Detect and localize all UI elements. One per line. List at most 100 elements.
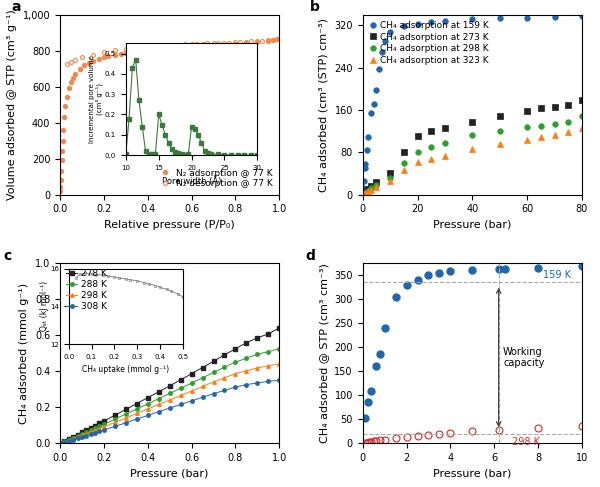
298 K bbox=[177, 393, 184, 398]
308 K bbox=[232, 384, 239, 390]
Line: N₂ desorption @ 77 K: N₂ desorption @ 77 K bbox=[65, 37, 279, 66]
Line: 288 K: 288 K bbox=[58, 347, 281, 445]
CH₄ adsorption at 159 K bbox=[361, 165, 368, 171]
278 K bbox=[144, 394, 151, 400]
288 K bbox=[265, 349, 272, 355]
CH₄ adsorption at 323 K bbox=[373, 185, 380, 190]
N₂ desorption @ 77 K bbox=[63, 61, 70, 67]
N₂ desorption @ 77 K bbox=[193, 41, 200, 47]
N₂ desorption @ 77 K bbox=[188, 41, 195, 47]
298 K bbox=[70, 436, 77, 442]
N₂ adsorption @ 77 K bbox=[199, 43, 206, 49]
CH₄ adsorption at 159 K bbox=[414, 20, 421, 26]
N₂ desorption @ 77 K bbox=[221, 40, 228, 46]
N₂ desorption @ 77 K bbox=[225, 39, 232, 45]
278 K bbox=[254, 335, 261, 341]
X-axis label: Pressure (bar): Pressure (bar) bbox=[433, 220, 512, 230]
CH₄ adsorption at 323 K bbox=[400, 168, 407, 173]
N₂ desorption @ 77 K bbox=[236, 39, 244, 45]
N₂ adsorption @ 77 K bbox=[76, 66, 83, 72]
278 K bbox=[91, 423, 98, 429]
N₂ desorption @ 77 K bbox=[243, 38, 250, 44]
278 K bbox=[265, 331, 272, 337]
CH₄ adsorption at 298 K bbox=[367, 186, 374, 191]
X-axis label: Pressure (bar): Pressure (bar) bbox=[130, 468, 209, 478]
N₂ desorption @ 77 K bbox=[144, 44, 151, 50]
298 K bbox=[65, 437, 73, 443]
308 K bbox=[91, 430, 98, 436]
CH₄ adsorption at 298 K bbox=[359, 191, 367, 197]
CH₄ adsorption at 273 K bbox=[469, 119, 476, 125]
CH₄ adsorption at 273 K bbox=[428, 128, 435, 134]
308 K bbox=[74, 435, 81, 441]
288 K bbox=[166, 391, 173, 396]
288 K bbox=[177, 385, 184, 391]
CH₄ adsorption at 273 K bbox=[496, 113, 503, 119]
CH₄ adsorption at 298 K bbox=[386, 175, 394, 181]
278 K bbox=[166, 383, 173, 389]
N₂ adsorption @ 77 K bbox=[62, 104, 69, 110]
278 K bbox=[188, 371, 195, 376]
298 K bbox=[74, 434, 81, 440]
N₂ adsorption @ 77 K bbox=[89, 58, 97, 64]
288 K bbox=[210, 370, 217, 375]
CH₄ adsorption at 273 K bbox=[400, 150, 407, 155]
N₂ desorption @ 77 K bbox=[258, 38, 265, 44]
278 K bbox=[100, 418, 107, 424]
N₂ adsorption @ 77 K bbox=[57, 184, 64, 189]
CH₄ adsorption at 159 K bbox=[496, 16, 503, 21]
N₂ desorption @ 77 K bbox=[170, 42, 178, 48]
308 K bbox=[210, 391, 217, 396]
CH₄ adsorption at 298 K bbox=[496, 128, 503, 134]
CH₄ adsorption at 159 K bbox=[359, 190, 367, 196]
288 K bbox=[188, 380, 195, 386]
CH₄ adsorption at 273 K bbox=[373, 179, 380, 185]
CH₄ adsorption at 159 K bbox=[469, 17, 476, 22]
278 K bbox=[155, 389, 162, 395]
Text: a: a bbox=[12, 0, 21, 14]
N₂ adsorption @ 77 K bbox=[122, 50, 130, 56]
CH₄ adsorption at 323 K bbox=[365, 188, 372, 194]
CH₄ adsorption at 298 K bbox=[524, 124, 531, 130]
278 K bbox=[65, 436, 73, 442]
N₂ desorption @ 77 K bbox=[203, 40, 211, 46]
CH₄ adsorption at 298 K bbox=[565, 119, 572, 125]
CH₄ adsorption at 159 K bbox=[378, 49, 385, 55]
CH₄ adsorption at 273 K bbox=[565, 102, 572, 108]
278 K bbox=[243, 340, 250, 346]
N₂ adsorption @ 77 K bbox=[58, 149, 65, 154]
CH₄ adsorption at 323 K bbox=[524, 137, 531, 143]
Legend: CH₄ adsorption at 159 K, CH₄ adsorption at 273 K, CH₄ adsorption at 298 K, CH₄ a: CH₄ adsorption at 159 K, CH₄ adsorption … bbox=[367, 19, 490, 67]
288 K bbox=[243, 355, 250, 361]
CH₄ adsorption at 323 K bbox=[537, 134, 544, 140]
288 K bbox=[111, 416, 118, 422]
CH₄ adsorption at 298 K bbox=[414, 150, 421, 155]
308 K bbox=[122, 420, 130, 426]
CH₄ adsorption at 159 K bbox=[442, 18, 449, 24]
N₂ desorption @ 77 K bbox=[111, 47, 118, 53]
N₂ adsorption @ 77 K bbox=[210, 42, 217, 48]
CH₄ adsorption at 273 K bbox=[361, 190, 368, 196]
288 K bbox=[74, 433, 81, 439]
Line: 308 K: 308 K bbox=[58, 378, 281, 445]
Y-axis label: CH₄ adsorbed (mmol g⁻¹): CH₄ adsorbed (mmol g⁻¹) bbox=[19, 282, 29, 424]
CH₄ adsorption at 273 K bbox=[578, 97, 586, 103]
CH₄ adsorption at 298 K bbox=[361, 191, 368, 197]
298 K bbox=[111, 419, 118, 425]
CH₄ adsorption at 159 K bbox=[551, 14, 558, 19]
308 K bbox=[83, 432, 90, 438]
308 K bbox=[144, 412, 151, 418]
N₂ adsorption @ 77 K bbox=[100, 55, 107, 60]
CH₄ adsorption at 323 K bbox=[386, 178, 394, 184]
Line: CH₄ adsorption at 273 K: CH₄ adsorption at 273 K bbox=[360, 97, 585, 197]
308 K bbox=[70, 437, 77, 443]
N₂ adsorption @ 77 K bbox=[144, 47, 151, 53]
308 K bbox=[254, 380, 261, 386]
N₂ desorption @ 77 K bbox=[274, 36, 281, 42]
278 K bbox=[210, 358, 217, 364]
308 K bbox=[133, 416, 140, 422]
N₂ adsorption @ 77 K bbox=[166, 45, 173, 51]
N₂ adsorption @ 77 K bbox=[188, 43, 195, 49]
N₂ desorption @ 77 K bbox=[133, 45, 140, 51]
308 K bbox=[111, 424, 118, 430]
